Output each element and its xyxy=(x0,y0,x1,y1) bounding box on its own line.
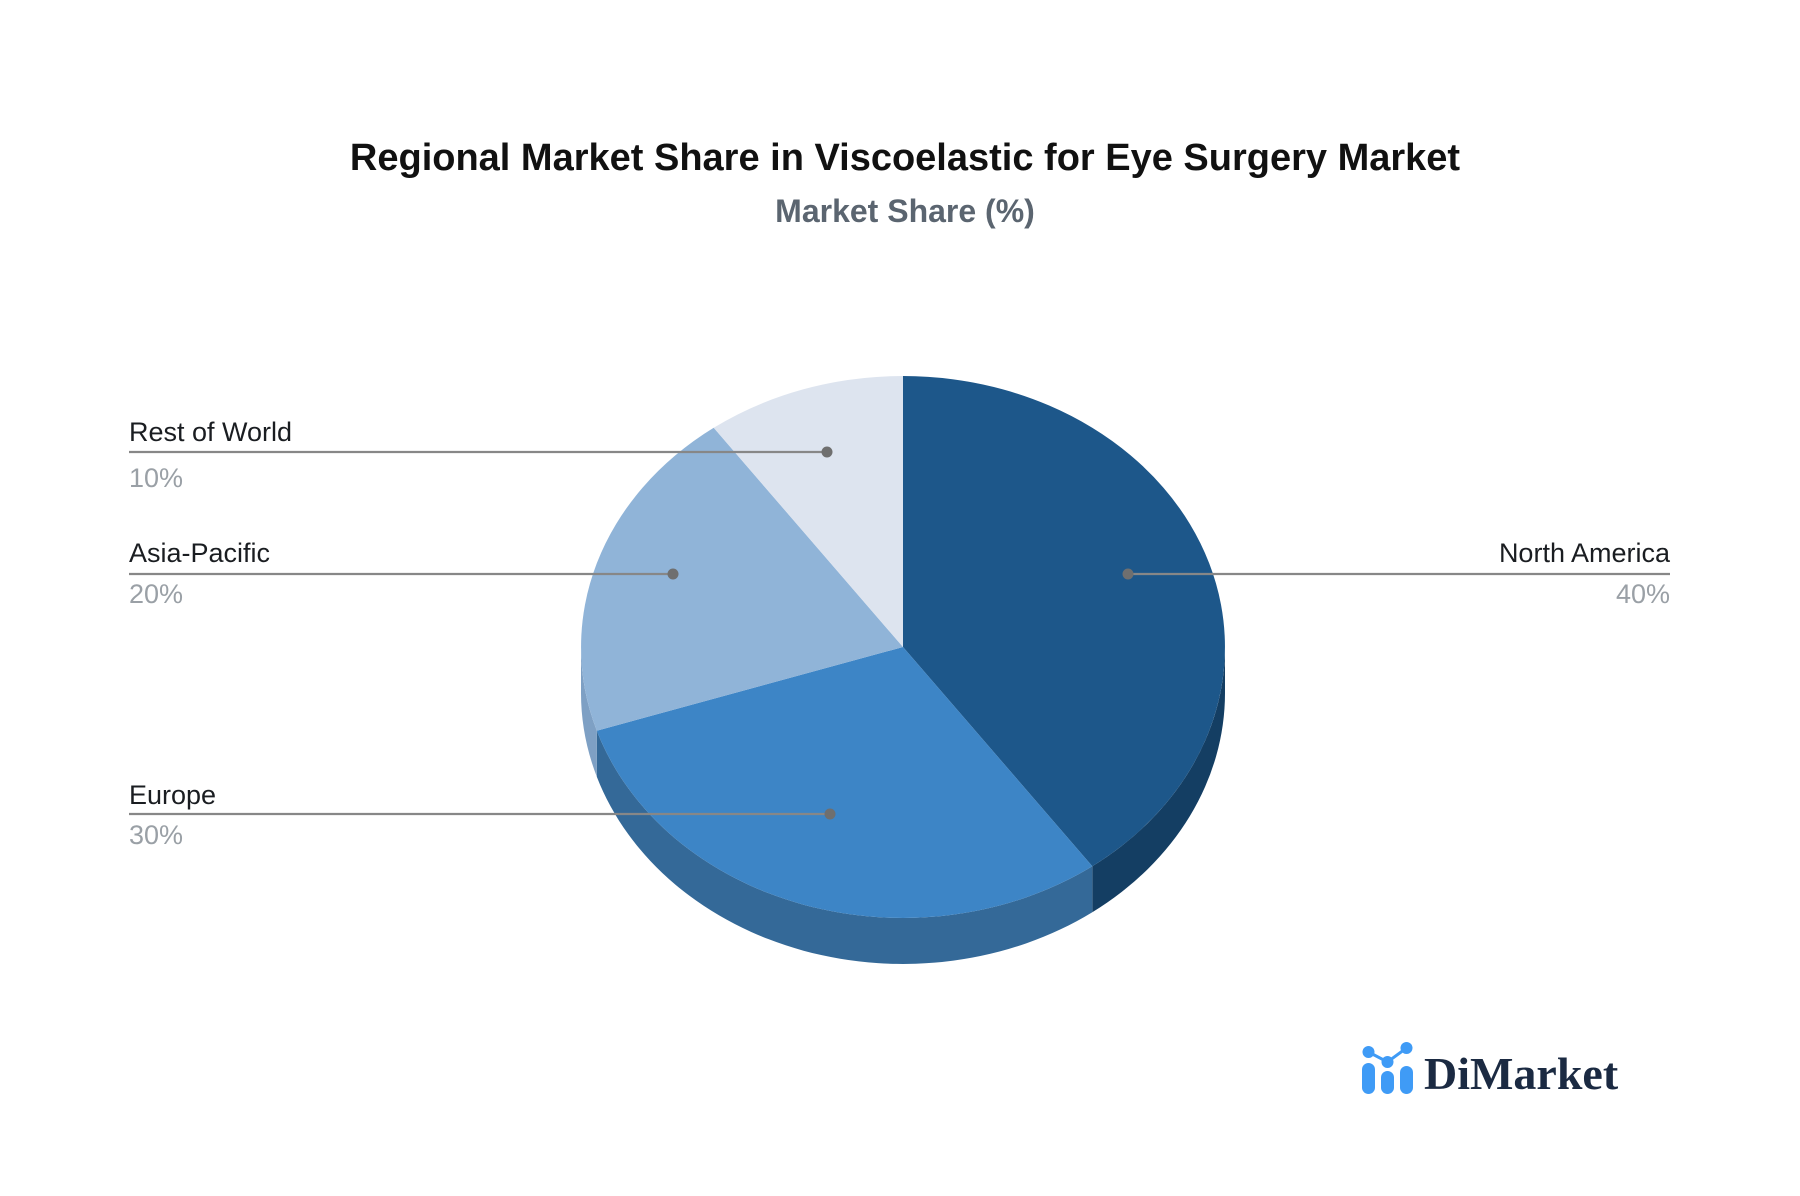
leader-dot-asia-pacific xyxy=(667,568,679,580)
pie-3d xyxy=(581,376,1225,964)
slice-pct-europe: 30% xyxy=(129,820,183,850)
pie-side-europe xyxy=(596,730,1093,964)
slice-label-rest-of-world: Rest of World xyxy=(129,417,292,447)
pie-side-north-america xyxy=(1092,647,1225,913)
slice-label-asia-pacific: Asia-Pacific xyxy=(129,538,270,568)
callout-rest-of-world: Rest of World 10% xyxy=(129,417,833,493)
callout-asia-pacific: Asia-Pacific 20% xyxy=(129,538,679,609)
leader-dot-europe xyxy=(824,808,836,820)
slice-label-north-america: North America xyxy=(1499,538,1671,568)
bar-line-chart-icon xyxy=(1362,1042,1413,1094)
chart-title: Regional Market Share in Viscoelastic fo… xyxy=(350,137,1461,179)
pie-slice-rest-of-world[interactable] xyxy=(713,376,903,647)
brand-logo: DiMarket xyxy=(1362,1042,1619,1099)
slice-pct-rest-of-world: 10% xyxy=(129,463,183,493)
pie-slice-north-america[interactable] xyxy=(903,376,1225,867)
slice-pct-north-america: 40% xyxy=(1616,579,1670,609)
callout-europe: Europe 30% xyxy=(129,780,836,850)
chart-subtitle: Market Share (%) xyxy=(775,193,1035,229)
brand-name: DiMarket xyxy=(1424,1048,1619,1099)
slice-pct-asia-pacific: 20% xyxy=(129,579,183,609)
slice-label-europe: Europe xyxy=(129,780,216,810)
leader-dot-rest-of-world xyxy=(821,446,833,458)
leader-dot-north-america xyxy=(1122,568,1134,580)
callout-north-america: North America 40% xyxy=(1122,538,1671,609)
pie-slice-europe[interactable] xyxy=(596,647,1093,918)
pie-slice-asia-pacific[interactable] xyxy=(581,427,903,731)
pie-side-asia-pacific xyxy=(581,647,597,777)
